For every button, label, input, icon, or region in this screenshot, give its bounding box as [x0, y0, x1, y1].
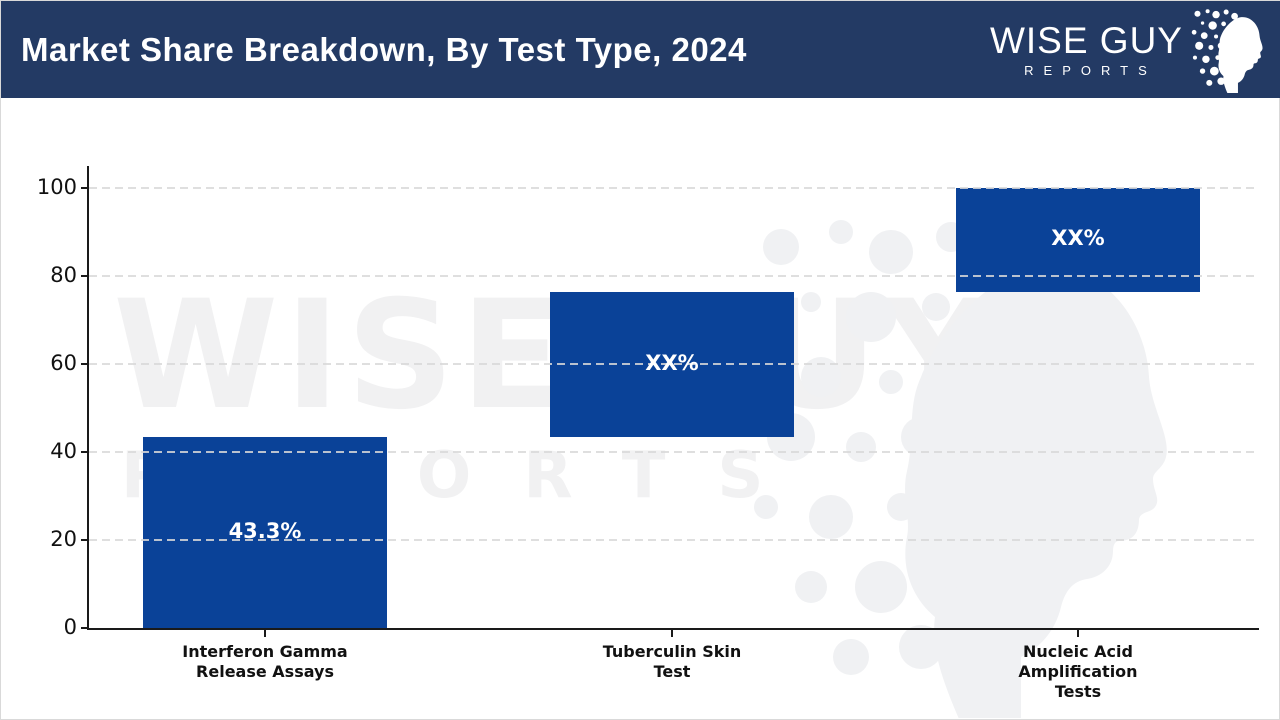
category-label-line: Amplification — [1018, 662, 1138, 681]
gridline — [89, 275, 1259, 277]
header-bar: Market Share Breakdown, By Test Type, 20… — [1, 1, 1280, 98]
logo-wiseguy-label: WISE GUY — [989, 20, 1183, 61]
y-tick-mark — [81, 539, 89, 541]
gridline — [89, 539, 1259, 541]
y-tick-mark — [81, 451, 89, 453]
wiseguy-logo-text: WISE GUY REPORTS — [990, 22, 1183, 77]
y-tick-mark — [81, 187, 89, 189]
chart-title: Market Share Breakdown, By Test Type, 20… — [21, 30, 747, 68]
y-tick-mark — [81, 363, 89, 365]
category-label-line: Nucleic Acid — [1023, 642, 1133, 661]
bar-value-label: XX% — [1051, 226, 1105, 251]
wiseguy-logo: WISE GUY REPORTS — [990, 7, 1267, 93]
y-tick-label: 20 — [50, 527, 77, 551]
bar-segment — [956, 188, 1200, 293]
y-tick-label: 80 — [50, 263, 77, 287]
category-label: Tuberculin Skin Test — [502, 642, 842, 682]
category-label: Interferon Gamma Release Assays — [95, 642, 435, 682]
category-label-line: Release Assays — [196, 662, 334, 681]
bar-value-label: 43.3% — [228, 518, 302, 543]
gridline — [89, 363, 1259, 365]
y-tick-mark — [81, 275, 89, 277]
y-tick-mark — [81, 627, 89, 629]
x-axis-line — [87, 628, 1259, 630]
category-label-line: Tuberculin Skin — [602, 642, 742, 661]
wiseguy-head-icon — [1191, 8, 1263, 93]
x-tick-mark — [264, 630, 266, 637]
y-tick-label: 0 — [63, 615, 77, 639]
y-axis-line — [87, 166, 89, 630]
y-tick-label: 60 — [50, 351, 77, 375]
category-label: Nucleic Acid Amplification Tests — [908, 642, 1248, 702]
category-label-line: Tests — [1054, 682, 1102, 701]
gridline — [89, 187, 1259, 189]
x-tick-mark — [1077, 630, 1079, 637]
logo-reports-label: REPORTS — [1024, 63, 1157, 78]
bar-segment — [143, 437, 387, 628]
y-tick-label: 100 — [36, 175, 77, 199]
x-tick-mark — [671, 630, 673, 637]
gridline — [89, 451, 1259, 453]
y-tick-label: 40 — [50, 439, 77, 463]
bar-value-label: XX% — [645, 350, 699, 375]
category-label-line: Test — [653, 662, 691, 681]
category-label-line: Interferon Gamma — [182, 642, 348, 661]
